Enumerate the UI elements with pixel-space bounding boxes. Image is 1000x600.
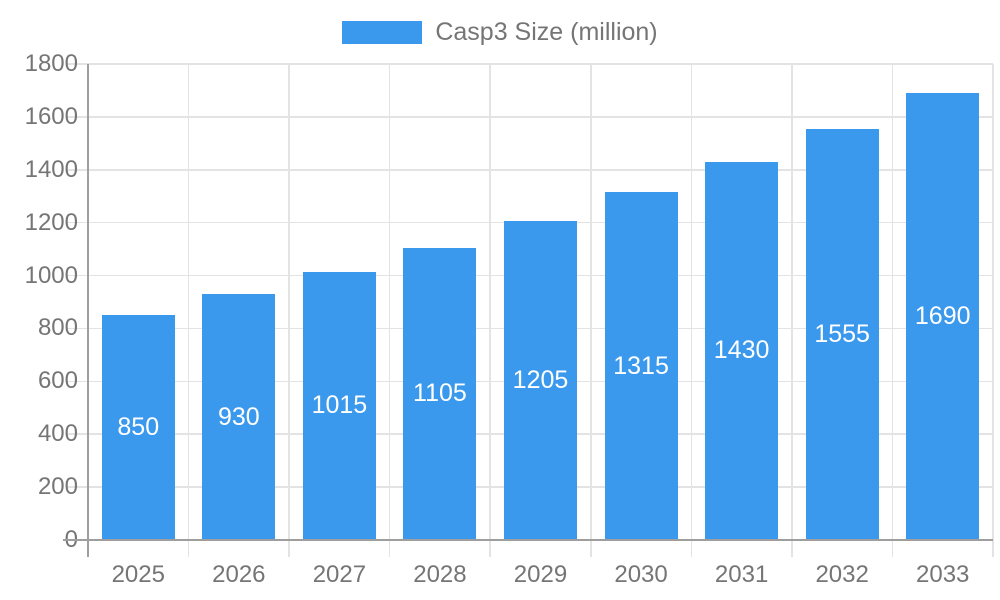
bar-2031[interactable]: 1430	[705, 161, 779, 540]
bar-2030[interactable]: 1315	[604, 192, 678, 540]
y-axis-tick-label: 1800	[24, 50, 78, 77]
y-axis-tick-label: 600	[37, 367, 78, 395]
y-gridline	[66, 169, 993, 171]
x-gridline	[388, 64, 391, 557]
bar-value-label: 1430	[713, 336, 770, 365]
x-axis-tick-label: 2033	[916, 561, 970, 588]
x-axis-tick-label: 2029	[513, 561, 568, 588]
bar-2026[interactable]: 930	[202, 294, 276, 540]
bar-2028[interactable]: 1105	[403, 247, 477, 540]
x-gridline	[590, 64, 592, 557]
legend-label: Casp3 Size (million)	[435, 17, 658, 46]
bar-2032[interactable]: 1555	[805, 128, 879, 540]
y-axis-tick-label: 1200	[24, 208, 78, 236]
x-gridline	[791, 64, 793, 557]
bar-value-label: 930	[217, 402, 260, 431]
bar-value-label: 1205	[512, 366, 569, 395]
x-gridline	[288, 64, 290, 557]
bar-value-label: 1015	[311, 391, 368, 420]
x-axis-tick-label: 2028	[413, 561, 467, 588]
chart-legend[interactable]: Casp3 Size (million)	[0, 16, 1000, 48]
x-gridline	[891, 64, 894, 557]
legend-swatch-icon	[342, 20, 423, 44]
bar-2033[interactable]: 1690	[906, 93, 980, 540]
bar-value-label: 1315	[613, 351, 669, 380]
y-gridline	[66, 63, 993, 65]
x-gridline	[690, 64, 693, 557]
y-axis-tick-label: 1600	[24, 102, 78, 130]
y-axis-tick-label: 1400	[24, 155, 78, 183]
y-axis-tick-label: 400	[37, 420, 78, 448]
bar-2029[interactable]: 1205	[503, 221, 577, 540]
y-axis-line	[87, 64, 89, 557]
y-gridline	[66, 116, 993, 118]
y-axis-tick-label: 1000	[24, 261, 78, 289]
x-gridline	[489, 64, 491, 557]
bar-value-label: 850	[117, 413, 160, 442]
x-axis-tick-label: 2030	[614, 561, 668, 588]
x-axis-tick-label: 2031	[714, 561, 769, 588]
x-axis-tick-label: 2032	[815, 561, 869, 588]
bar-2027[interactable]: 1015	[302, 271, 376, 540]
x-gridline	[187, 64, 190, 557]
bar-value-label: 1555	[814, 319, 870, 348]
x-axis-tick-label: 2026	[212, 561, 266, 588]
x-axis-tick-label: 2025	[111, 561, 165, 588]
y-axis-tick-label: 800	[37, 314, 78, 342]
y-axis-tick-label: 200	[37, 473, 78, 501]
bar-value-label: 1690	[914, 302, 971, 331]
bar-2025[interactable]: 850	[101, 315, 175, 540]
x-axis-tick-label: 2027	[312, 561, 367, 588]
bar-value-label: 1105	[413, 379, 467, 408]
x-axis-line	[63, 539, 993, 541]
x-gridline	[992, 64, 994, 557]
